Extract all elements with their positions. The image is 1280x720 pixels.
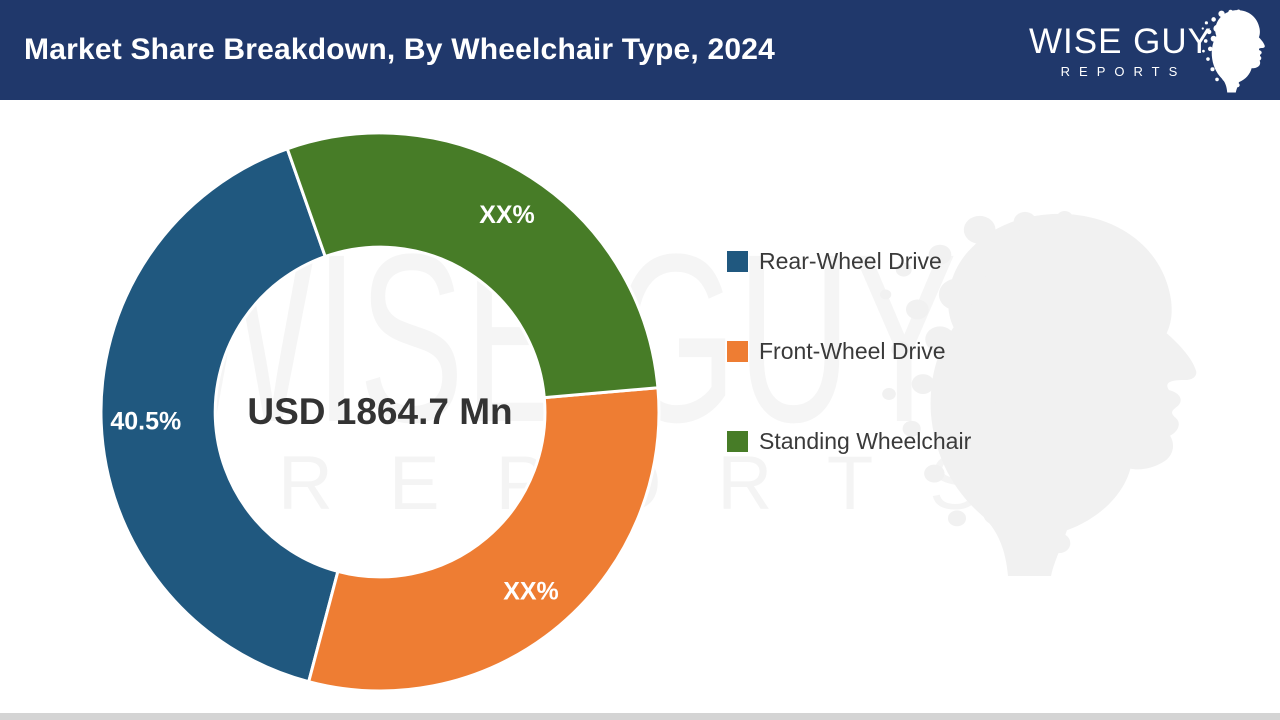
- legend-item-rear-wheel-drive: Rear-Wheel Drive: [727, 244, 971, 278]
- slice-percentage-label: XX%: [503, 577, 559, 605]
- wiseguy-logo: WISE GUY REPORTS: [1029, 6, 1270, 94]
- slice-percentage-label: XX%: [479, 201, 535, 229]
- logo-line1: WISE GUY: [1028, 21, 1212, 61]
- donut-chart: 40.5% XX% XX%: [99, 131, 661, 693]
- legend-item-standing-wheelchair: Standing Wheelchair: [727, 424, 971, 458]
- logo-line2: REPORTS: [1060, 63, 1187, 79]
- legend-swatch: [727, 250, 748, 272]
- header-bar: Market Share Breakdown, By Wheelchair Ty…: [0, 0, 1280, 100]
- donut-slice-standing-wheelchair: [285, 131, 660, 400]
- wiseguy-head-icon: [1198, 7, 1270, 93]
- footer-strip: [0, 713, 1280, 720]
- legend-label: Standing Wheelchair: [759, 427, 972, 454]
- chart-area: WISE GUY REPORTS 40.5% XX% XX% USD 1864.7 …: [0, 100, 1280, 720]
- logo-wordmark: WISE GUY REPORTS: [1029, 22, 1212, 79]
- legend-swatch: [727, 430, 748, 452]
- legend-item-front-wheel-drive: Front-Wheel Drive: [727, 334, 971, 368]
- center-value-label: USD 1864.7 Mn: [247, 391, 513, 432]
- legend-label: Rear-Wheel Drive: [759, 247, 942, 274]
- page-title: Market Share Breakdown, By Wheelchair Ty…: [24, 33, 776, 66]
- legend-label: Front-Wheel Drive: [759, 337, 946, 364]
- legend-swatch: [727, 340, 748, 362]
- donut-slice-front-wheel-drive: [307, 386, 661, 693]
- donut-slice-rear-wheel-drive: [99, 147, 340, 684]
- chart-legend: Rear-Wheel Drive Front-Wheel Drive Stand…: [727, 244, 971, 514]
- slice-percentage-label: 40.5%: [110, 407, 181, 435]
